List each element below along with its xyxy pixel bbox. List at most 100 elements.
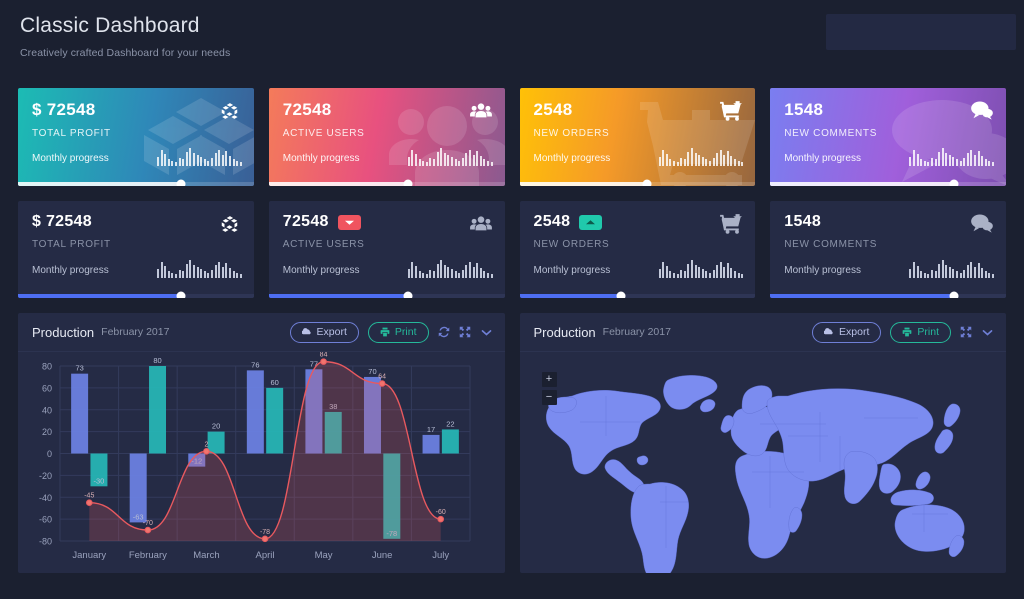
card-value: 72548 bbox=[282, 213, 329, 230]
production-bar-chart[interactable]: 80 60 40 20 0 -20 -40 -60 -80 73 -30 -63 80 -12 20 76 60… bbox=[18, 352, 482, 573]
card-progress-bar[interactable] bbox=[770, 179, 1006, 186]
card-progress-label: Monthly progress bbox=[533, 265, 611, 276]
comments-icon bbox=[971, 214, 993, 233]
card-progress-knob[interactable] bbox=[642, 179, 652, 186]
map-zoom-controls: + − bbox=[541, 372, 557, 405]
card-progress-bar[interactable] bbox=[268, 179, 505, 186]
card-progress-bar[interactable] bbox=[18, 179, 254, 186]
card-progress-fill bbox=[18, 294, 181, 298]
cloud-download-icon bbox=[824, 327, 834, 337]
chevron-down-icon[interactable] bbox=[981, 326, 994, 339]
card-progress-label: Monthly progress bbox=[32, 265, 109, 276]
card-progress-fill bbox=[770, 294, 955, 298]
card-value-row: 1548 bbox=[784, 100, 992, 120]
card-progress-bar[interactable] bbox=[519, 291, 756, 298]
svg-text:-78: -78 bbox=[386, 529, 397, 538]
map-print-button[interactable]: Print bbox=[890, 321, 951, 343]
card-progress-bar[interactable] bbox=[268, 291, 505, 298]
card-value: 1548 bbox=[784, 100, 824, 119]
svg-text:17: 17 bbox=[427, 425, 435, 434]
svg-text:60: 60 bbox=[42, 383, 52, 393]
stat-card[interactable]: 72548 ACTIVE USERS Monthly progress bbox=[268, 201, 505, 298]
card-progress-knob[interactable] bbox=[176, 179, 186, 186]
svg-text:January: January bbox=[72, 550, 106, 561]
expand-icon[interactable] bbox=[459, 326, 471, 338]
stat-card[interactable]: 2548 NEW ORDERS Monthly progress bbox=[519, 201, 756, 298]
card-progress-label: Monthly progress bbox=[784, 153, 861, 164]
svg-text:64: 64 bbox=[378, 374, 386, 381]
stat-card[interactable]: $ 72548 TOTAL PROFIT Monthly progress bbox=[18, 88, 254, 186]
production-chart-panel: Production February 2017 Export Print bbox=[18, 313, 505, 573]
svg-text:-40: -40 bbox=[39, 493, 52, 503]
refresh-icon[interactable] bbox=[438, 326, 450, 338]
map-export-button[interactable]: Export bbox=[812, 321, 882, 343]
chart-panel-header: Production February 2017 Export Print bbox=[18, 313, 505, 352]
users-icon bbox=[469, 214, 492, 234]
svg-text:-70: -70 bbox=[143, 520, 153, 527]
card-progress-knob[interactable] bbox=[616, 291, 626, 298]
card-progress-bar[interactable] bbox=[18, 291, 254, 298]
card-progress-fill bbox=[519, 294, 621, 298]
svg-text:80: 80 bbox=[42, 362, 52, 372]
production-map-panel: Production February 2017 Export Print bbox=[519, 313, 1006, 573]
svg-text:2: 2 bbox=[204, 441, 208, 448]
card-label: ACTIVE USERS bbox=[282, 239, 365, 250]
card-progress-knob[interactable] bbox=[403, 291, 413, 298]
svg-text:-30: -30 bbox=[94, 476, 105, 485]
card-progress-knob[interactable] bbox=[176, 291, 186, 298]
svg-text:June: June bbox=[372, 550, 393, 561]
card-value-row: 2548 bbox=[534, 213, 742, 231]
map-zoom-out-button[interactable]: − bbox=[541, 390, 557, 405]
svg-text:20: 20 bbox=[212, 422, 220, 431]
chevron-down-icon[interactable] bbox=[480, 326, 493, 339]
printer-icon bbox=[902, 327, 912, 337]
chart-panel-tools: Export Print bbox=[289, 321, 493, 343]
svg-text:July: July bbox=[432, 550, 449, 561]
card-progress-bar[interactable] bbox=[519, 179, 756, 186]
chart-panel-title: Production bbox=[32, 324, 95, 340]
expand-icon[interactable] bbox=[960, 326, 972, 338]
svg-text:-78: -78 bbox=[260, 529, 270, 536]
header-side-panel bbox=[826, 14, 1016, 50]
stat-card[interactable]: 1548 NEW COMMENTS Monthly progress bbox=[770, 201, 1006, 298]
card-progress-knob[interactable] bbox=[949, 291, 959, 298]
svg-text:-63: -63 bbox=[133, 512, 144, 521]
chart-print-label: Print bbox=[394, 326, 417, 338]
page-title: Classic Dashboard bbox=[20, 14, 200, 37]
svg-text:70: 70 bbox=[368, 367, 376, 376]
card-value-row: 2548 bbox=[534, 100, 742, 120]
chart-export-button[interactable]: Export bbox=[289, 321, 359, 343]
card-progress-bar[interactable] bbox=[770, 291, 1006, 298]
svg-text:-60: -60 bbox=[39, 515, 52, 525]
card-progress-knob[interactable] bbox=[949, 179, 959, 186]
stat-card[interactable]: 2548 NEW ORDERS Monthly progress bbox=[519, 88, 756, 186]
svg-text:0: 0 bbox=[47, 449, 52, 459]
boxes-icon bbox=[219, 214, 241, 236]
sparkline bbox=[157, 256, 242, 278]
sparkline bbox=[407, 256, 493, 278]
card-progress-knob[interactable] bbox=[403, 179, 413, 186]
stat-card[interactable]: 72548 ACTIVE USERS Monthly progress bbox=[268, 88, 505, 186]
chart-print-button[interactable]: Print bbox=[367, 321, 429, 343]
stat-card-row-flat: $ 72548 TOTAL PROFIT Monthly progress 72548… bbox=[0, 201, 1024, 298]
card-label: ACTIVE USERS bbox=[282, 128, 365, 139]
map-zoom-in-button[interactable]: + bbox=[541, 372, 557, 387]
svg-text:80: 80 bbox=[153, 356, 161, 365]
svg-text:22: 22 bbox=[446, 419, 454, 428]
stat-card[interactable]: 1548 NEW COMMENTS Monthly progress bbox=[770, 88, 1006, 186]
svg-text:March: March bbox=[193, 550, 219, 561]
sparkline bbox=[909, 144, 994, 166]
card-value-row: $ 72548 bbox=[32, 213, 240, 231]
world-map[interactable] bbox=[520, 352, 984, 573]
stat-card[interactable]: $ 72548 TOTAL PROFIT Monthly progress bbox=[18, 201, 254, 298]
card-value: 72548 bbox=[282, 100, 332, 119]
card-value-row: 72548 bbox=[283, 100, 491, 120]
map-export-label: Export bbox=[839, 326, 870, 338]
card-progress-label: Monthly progress bbox=[784, 265, 861, 276]
card-value: 1548 bbox=[784, 213, 822, 230]
cloud-download-icon bbox=[301, 327, 312, 337]
boxes-icon bbox=[219, 101, 241, 123]
map-panel-title: Production bbox=[533, 324, 596, 340]
svg-text:38: 38 bbox=[329, 402, 337, 411]
card-value: $ 72548 bbox=[32, 100, 96, 119]
